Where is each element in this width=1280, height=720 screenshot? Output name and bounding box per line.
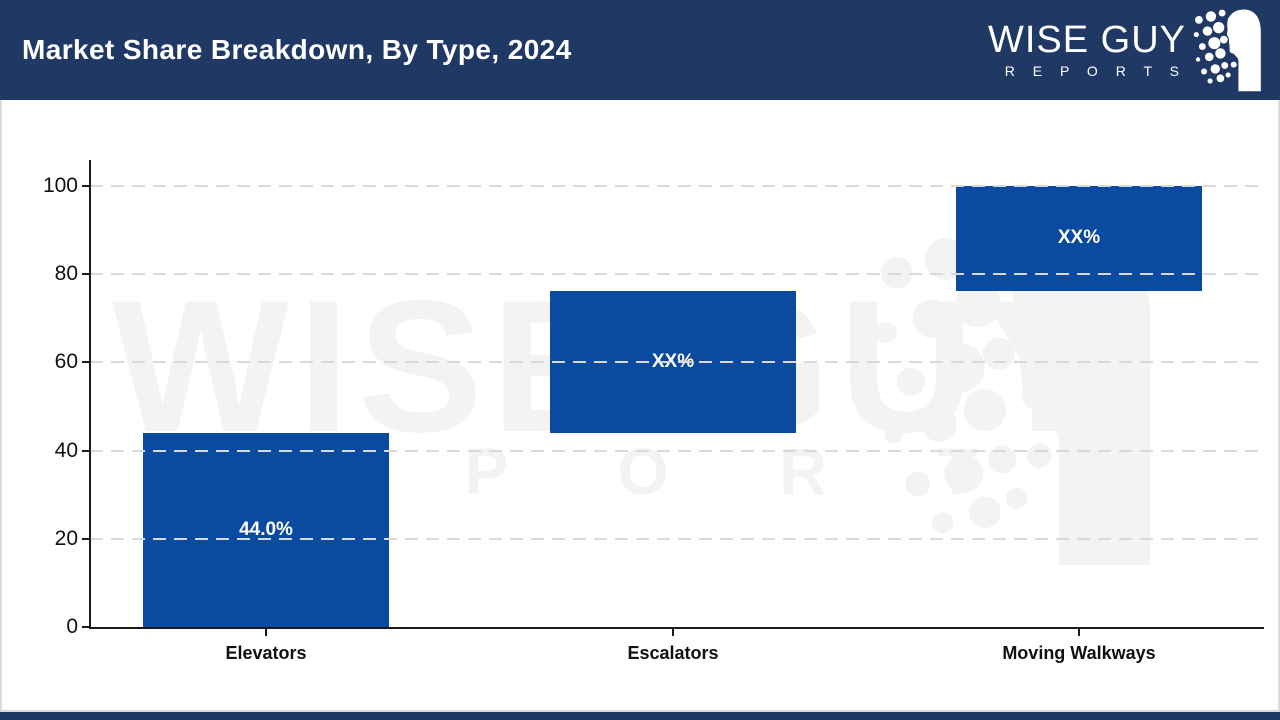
x-tick-mark [265, 629, 267, 636]
y-tick-label: 20 [54, 526, 78, 550]
y-tick-label: 80 [54, 262, 78, 286]
x-category-label: Escalators [627, 643, 719, 663]
y-gridline [90, 273, 1264, 276]
y-tick-label: 60 [54, 350, 78, 374]
y-tick-mark [82, 537, 89, 540]
x-category-label: Elevators [225, 643, 307, 663]
wiseguy-head-icon [1190, 7, 1268, 93]
y-gridline [90, 361, 1264, 364]
bottom-hairline [0, 710, 1280, 712]
chart-area: WISE GUY R E P O R T S 44.0% XX% XX% 0 20 40 6… [0, 100, 1280, 710]
waterfall-bar [143, 432, 389, 627]
y-tick-mark [82, 626, 89, 628]
y-gridline [90, 537, 1264, 540]
page-title: Market Share Breakdown, By Type, 2024 [22, 34, 572, 65]
y-tick-mark [82, 361, 89, 364]
footer-bar [0, 712, 1280, 720]
logo-text: WISE GUY R E P O R T S [988, 20, 1186, 80]
y-tick-mark [82, 449, 89, 452]
y-tick-mark [82, 185, 89, 187]
y-gridline [90, 185, 1264, 187]
x-axis-line [89, 627, 1264, 629]
x-tick-mark [1078, 629, 1080, 636]
x-category-label: Moving Walkways [1002, 643, 1156, 663]
bar-value-label: 44.0% [239, 518, 293, 540]
y-tick-label: 0 [66, 615, 78, 638]
y-axis-line [89, 160, 91, 629]
y-tick-label: 40 [54, 438, 78, 462]
wiseguy-logo: WISE GUY R E P O R T S [988, 6, 1268, 94]
bar-value-label: XX% [651, 350, 695, 372]
logo-subtitle: R E P O R T S [1004, 63, 1186, 79]
x-tick-mark [672, 629, 674, 636]
y-gridline [90, 449, 1264, 452]
logo-brand: WISE GUY [987, 19, 1186, 61]
header-bar: Market Share Breakdown, By Type, 2024 WI… [0, 0, 1280, 100]
y-tick-mark [82, 273, 89, 276]
y-tick-label: 100 [42, 174, 78, 197]
